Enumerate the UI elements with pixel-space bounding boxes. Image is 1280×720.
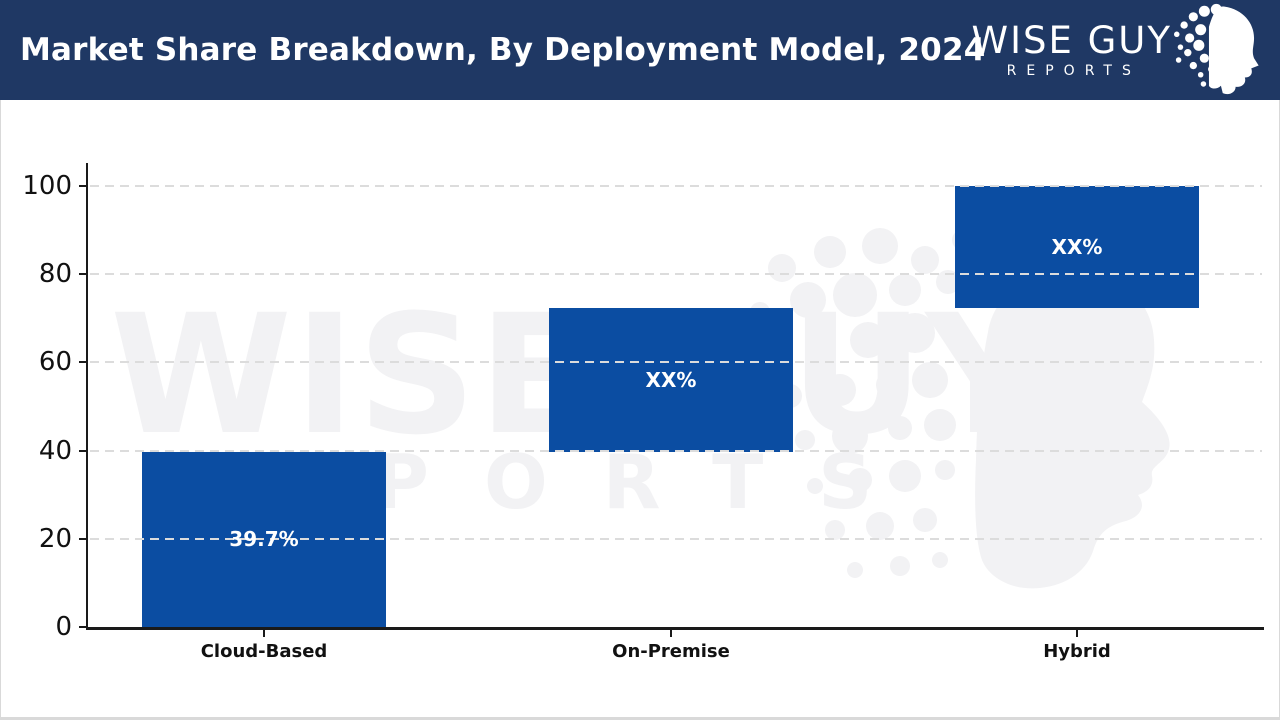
y-tick-0 xyxy=(79,626,86,628)
logo-subtitle: REPORTS xyxy=(1006,63,1141,79)
bar-value-label-cloud-based: 39.7% xyxy=(229,527,299,552)
page-title: Market Share Breakdown, By Deployment Mo… xyxy=(20,32,986,68)
y-axis-line xyxy=(86,163,88,630)
x-tick-on-premise xyxy=(670,630,672,637)
bar-value-label-hybrid: XX% xyxy=(1051,234,1103,259)
logo-wordmark: WISE GUY xyxy=(971,19,1172,62)
y-tick-label-40: 40 xyxy=(38,435,72,466)
x-tick-label-hybrid: Hybrid xyxy=(1043,641,1111,662)
chart-area: 0 20 40 60 80 100 39.7% XX% XX% Cloud-Based On-Pre… xyxy=(0,100,1280,718)
x-tick-label-cloud-based: Cloud-Based xyxy=(200,641,328,662)
y-tick-label-0: 0 xyxy=(55,612,72,642)
y-tick-20 xyxy=(79,537,86,540)
x-axis-line xyxy=(86,627,1264,630)
x-tick-hybrid xyxy=(1076,630,1078,637)
y-tick-80 xyxy=(79,273,86,276)
page-left-border xyxy=(0,100,1,720)
y-tick-40 xyxy=(79,449,86,452)
x-tick-label-on-premise: On-Premise xyxy=(612,641,730,662)
y-tick-100 xyxy=(79,185,86,187)
y-tick-label-60: 60 xyxy=(38,347,72,378)
gridline-60 xyxy=(90,361,1262,364)
page-bottom-border xyxy=(0,717,1280,720)
y-tick-label-20: 20 xyxy=(38,523,72,554)
bar-value-label-on-premise: XX% xyxy=(645,367,697,392)
gridline-40 xyxy=(90,449,1262,452)
bar-on-premise xyxy=(549,307,793,452)
y-tick-60 xyxy=(79,361,86,364)
y-tick-label-80: 80 xyxy=(38,259,72,290)
x-tick-cloud-based xyxy=(263,630,265,637)
header-bar: Market Share Breakdown, By Deployment Mo… xyxy=(0,0,1280,100)
gridline-20 xyxy=(90,537,1262,540)
wiseguy-logo: WISE GUY REPORTS xyxy=(972,0,1272,100)
gridline-100 xyxy=(90,185,1262,187)
face-profile-logo-icon xyxy=(1174,3,1259,95)
wiseguy-logo-text: WISE GUY REPORTS xyxy=(971,19,1172,80)
gridline-80 xyxy=(90,273,1262,276)
y-tick-label-100: 100 xyxy=(22,171,72,201)
